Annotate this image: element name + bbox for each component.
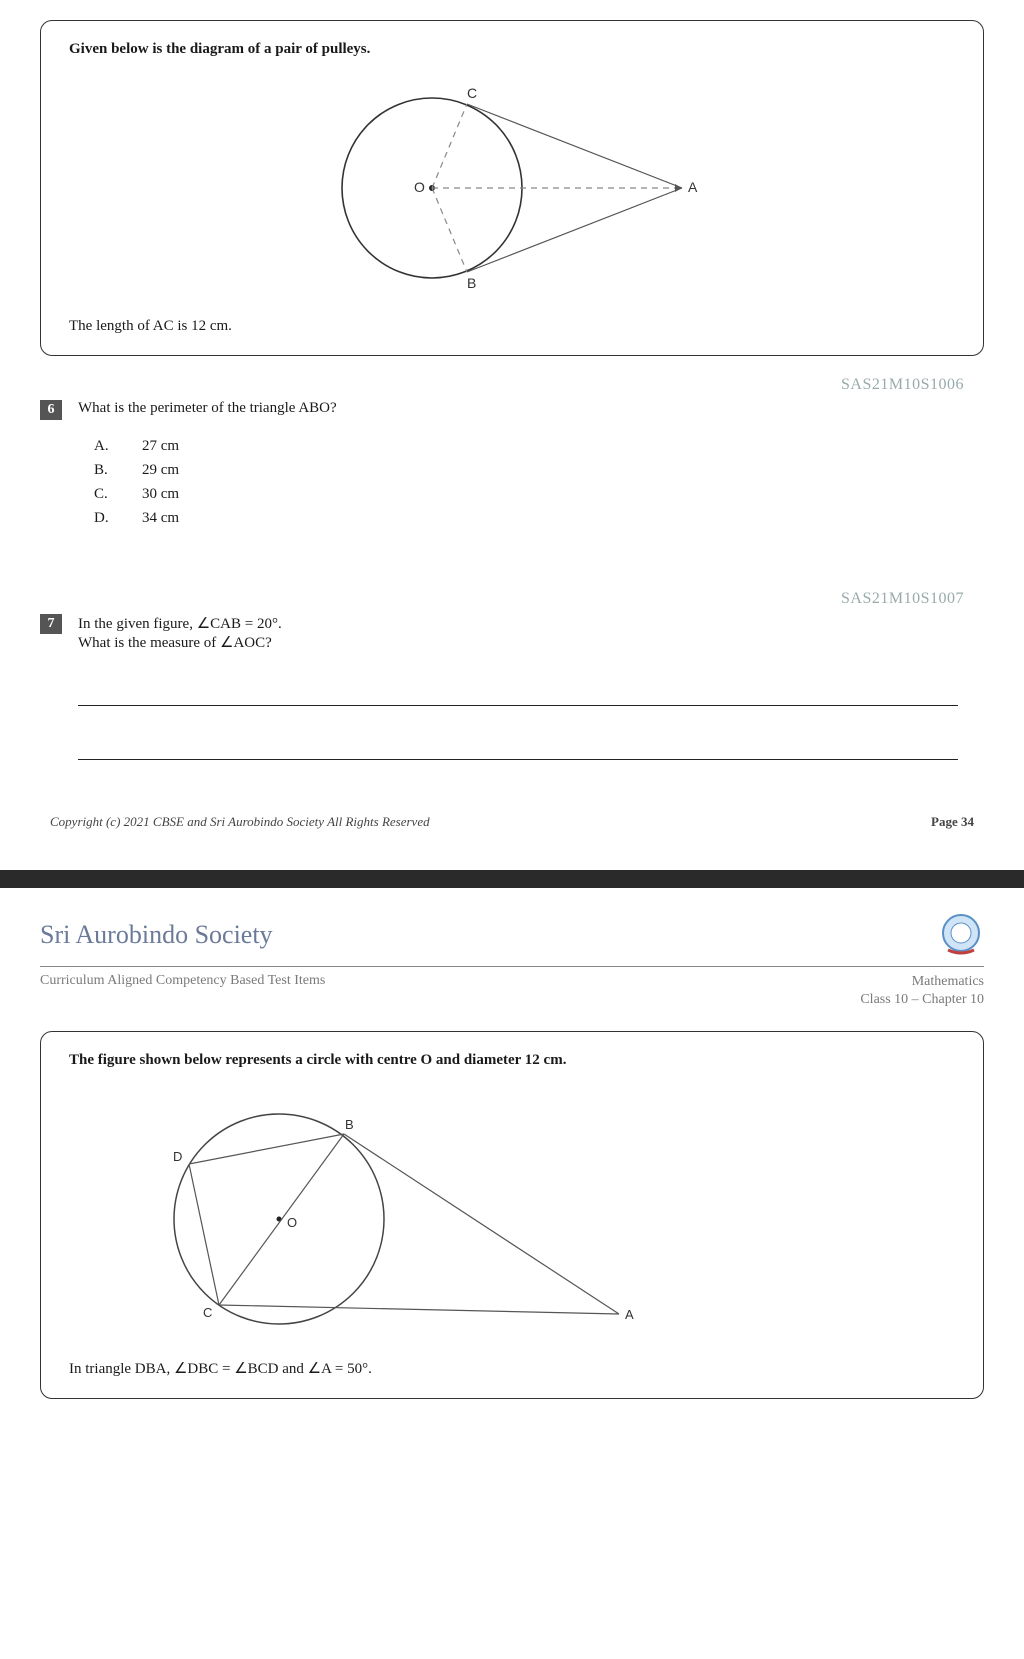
org-logo: Sri Aurobindo Society (40, 920, 273, 950)
answer-lines (78, 676, 984, 760)
label-C: C (467, 85, 477, 101)
q7-code: SAS21M10S1007 (40, 590, 984, 608)
q6-number: 6 (40, 400, 62, 420)
svg-text:D: D (173, 1149, 182, 1164)
option-B[interactable]: B.29 cm (94, 458, 984, 482)
page-lower: The figure shown below represents a circ… (0, 1027, 1024, 1439)
answer-line-2[interactable] (78, 730, 958, 760)
doc-subtitle: Curriculum Aligned Competency Based Test… (40, 973, 325, 1009)
svg-text:O: O (287, 1215, 297, 1230)
page-upper: Given below is the diagram of a pair of … (0, 0, 1024, 870)
q6-code: SAS21M10S1006 (40, 376, 984, 394)
page-number: Page 34 (931, 814, 974, 830)
svg-text:B: B (345, 1117, 354, 1132)
page2-header: Sri Aurobindo Society (0, 888, 1024, 962)
label-A: A (688, 179, 698, 195)
page-divider (0, 870, 1024, 888)
pulley-diagram-icon: O C B A (292, 68, 732, 308)
box1-length: The length of AC is 12 cm. (69, 318, 955, 335)
option-A[interactable]: A.27 cm (94, 434, 984, 458)
svg-text:C: C (203, 1305, 212, 1320)
copyright-text: Copyright (c) 2021 CBSE and Sri Aurobind… (50, 814, 430, 830)
q6-row: 6 What is the perimeter of the triangle … (40, 400, 984, 420)
seal-icon (938, 912, 984, 958)
header-rule (40, 966, 984, 967)
problem-box-1: Given below is the diagram of a pair of … (40, 20, 984, 356)
subheader: Curriculum Aligned Competency Based Test… (0, 973, 1024, 1027)
q7-line1: In the given figure, ∠CAB = 20°. (78, 614, 282, 633)
problem-box-2: The figure shown below represents a circ… (40, 1031, 984, 1399)
diagram-1-wrap: O C B A (69, 68, 955, 308)
subject-text: Mathematics (860, 973, 984, 991)
diagram-2-wrap: O B D C A (69, 1079, 955, 1349)
box1-intro: Given below is the diagram of a pair of … (69, 41, 955, 58)
label-B: B (467, 275, 476, 291)
option-D[interactable]: D.34 cm (94, 506, 984, 530)
svg-text:A: A (625, 1307, 634, 1322)
option-C[interactable]: C.30 cm (94, 482, 984, 506)
q6-text: What is the perimeter of the triangle AB… (78, 400, 337, 417)
q7-row: 7 In the given figure, ∠CAB = 20°. What … (40, 614, 984, 652)
label-O: O (414, 179, 425, 195)
q7-line2: What is the measure of ∠AOC? (78, 633, 282, 652)
circle-diagram-icon: O B D C A (109, 1079, 669, 1349)
box2-intro: The figure shown below represents a circ… (69, 1052, 955, 1069)
box2-footer: In triangle DBA, ∠DBC = ∠BCD and ∠A = 50… (69, 1359, 955, 1378)
chapter-text: Class 10 – Chapter 10 (860, 991, 984, 1009)
q7-number: 7 (40, 614, 62, 634)
answer-line-1[interactable] (78, 676, 958, 706)
q6-options: A.27 cm B.29 cm C.30 cm D.34 cm (94, 434, 984, 530)
page-footer: Copyright (c) 2021 CBSE and Sri Aurobind… (40, 784, 984, 850)
